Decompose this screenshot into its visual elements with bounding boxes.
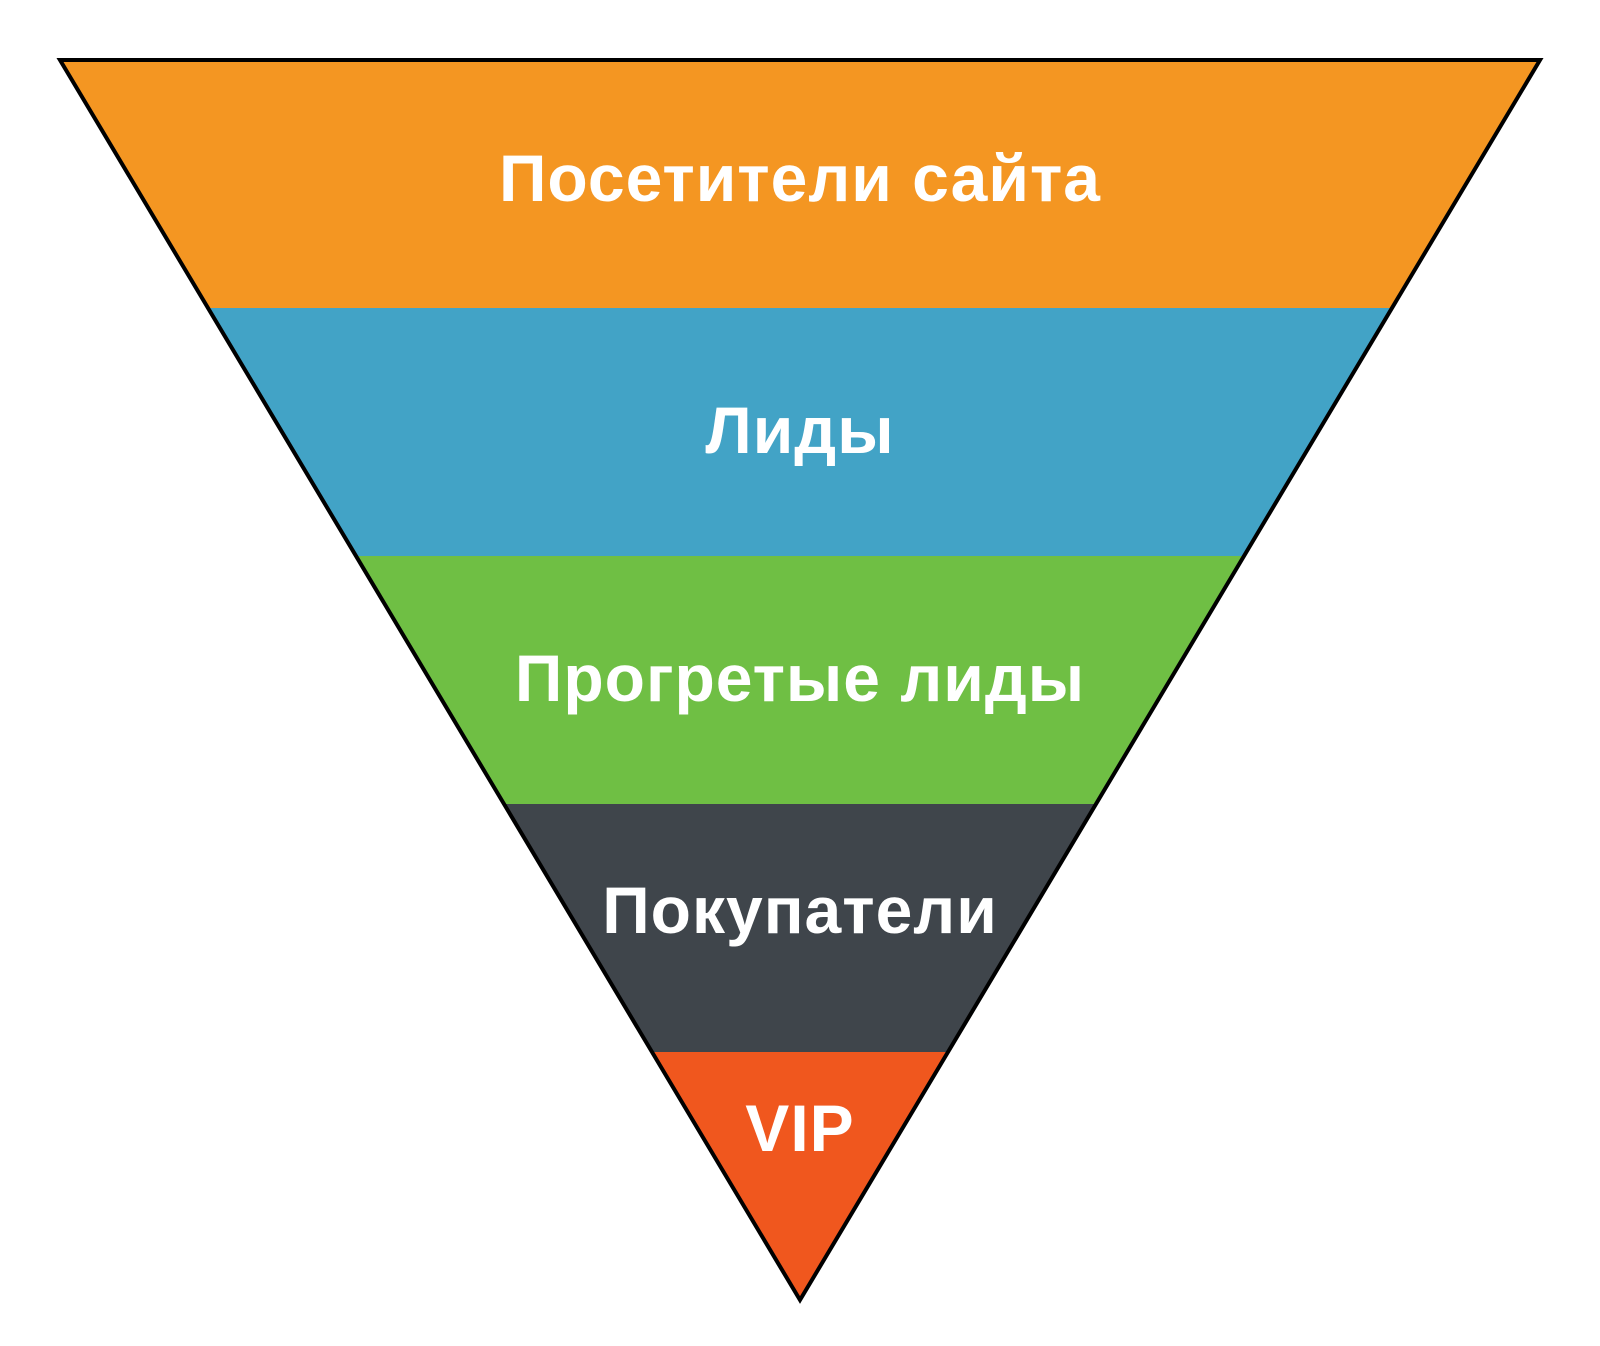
funnel-diagram: Посетители сайтаЛидыПрогретые лидыПокупа… [0,0,1600,1346]
funnel-band-4 [652,1052,948,1300]
funnel-band-3 [504,804,1096,1052]
funnel-svg [0,0,1600,1346]
funnel-band-0 [60,60,1540,308]
funnel-band-2 [356,556,1244,804]
funnel-band-1 [208,308,1392,556]
